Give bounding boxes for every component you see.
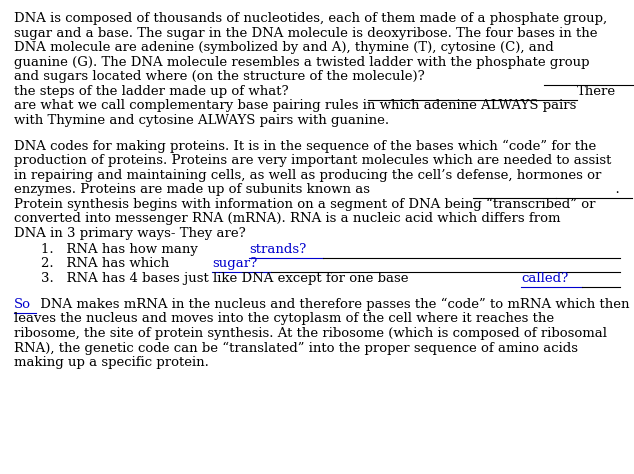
Text: converted into messenger RNA (mRNA). RNA is a nucleic acid which differs from: converted into messenger RNA (mRNA). RNA… [14, 212, 560, 226]
Text: enzymes. Proteins are made up of subunits known as: enzymes. Proteins are made up of subunit… [14, 183, 370, 196]
Text: ribosome, the site of protein synthesis. At the ribosome (which is composed of r: ribosome, the site of protein synthesis.… [14, 327, 607, 340]
Text: 2.   RNA has which: 2. RNA has which [41, 257, 174, 270]
Text: the steps of the ladder made up of what?: the steps of the ladder made up of what? [14, 85, 288, 98]
Text: DNA makes mRNA in the nucleus and therefore passes the “code” to mRNA which then: DNA makes mRNA in the nucleus and theref… [36, 298, 630, 311]
Text: making up a specific protein.: making up a specific protein. [14, 356, 209, 369]
Text: There: There [577, 85, 616, 98]
Text: guanine (G). The DNA molecule resembles a twisted ladder with the phosphate grou: guanine (G). The DNA molecule resembles … [14, 56, 590, 69]
Text: .: . [555, 183, 619, 196]
Text: are what we call complementary base pairing rules in which adenine ALWAYS pairs: are what we call complementary base pair… [14, 100, 576, 112]
Text: with Thymine and cytosine ALWAYS pairs with guanine.: with Thymine and cytosine ALWAYS pairs w… [14, 114, 389, 127]
Text: RNA), the genetic code can be “translated” into the proper sequence of amino aci: RNA), the genetic code can be “translate… [14, 341, 578, 355]
Text: production of proteins. Proteins are very important molecules which are needed t: production of proteins. Proteins are ver… [14, 155, 611, 167]
Text: DNA molecule are adenine (symbolized by and A), thymine (T), cytosine (C), and: DNA molecule are adenine (symbolized by … [14, 41, 553, 55]
Text: sugar?: sugar? [212, 257, 257, 270]
Text: So: So [14, 298, 31, 311]
Text: strands?: strands? [249, 243, 306, 256]
Text: and sugars located where (on the structure of the molecule)?: and sugars located where (on the structu… [14, 70, 425, 83]
Text: Protein synthesis begins with information on a segment of DNA being “transcribed: Protein synthesis begins with informatio… [14, 198, 595, 211]
Text: sugar and a base. The sugar in the DNA molecule is deoxyribose. The four bases i: sugar and a base. The sugar in the DNA m… [14, 27, 597, 40]
Text: in repairing and maintaining cells, as well as producing the cell’s defense, hor: in repairing and maintaining cells, as w… [14, 169, 601, 182]
Text: DNA in 3 primary ways- They are?: DNA in 3 primary ways- They are? [14, 227, 246, 240]
Text: DNA codes for making proteins. It is in the sequence of the bases which “code” f: DNA codes for making proteins. It is in … [14, 140, 596, 153]
Text: 1.   RNA has how many: 1. RNA has how many [41, 243, 202, 256]
Text: 3.   RNA has 4 bases just like DNA except for one base: 3. RNA has 4 bases just like DNA except … [41, 272, 413, 285]
Text: DNA is composed of thousands of nucleotides, each of them made of a phosphate gr: DNA is composed of thousands of nucleoti… [14, 12, 607, 25]
Text: leaves the nucleus and moves into the cytoplasm of the cell where it reaches the: leaves the nucleus and moves into the cy… [14, 312, 554, 326]
Text: called?: called? [521, 272, 568, 285]
